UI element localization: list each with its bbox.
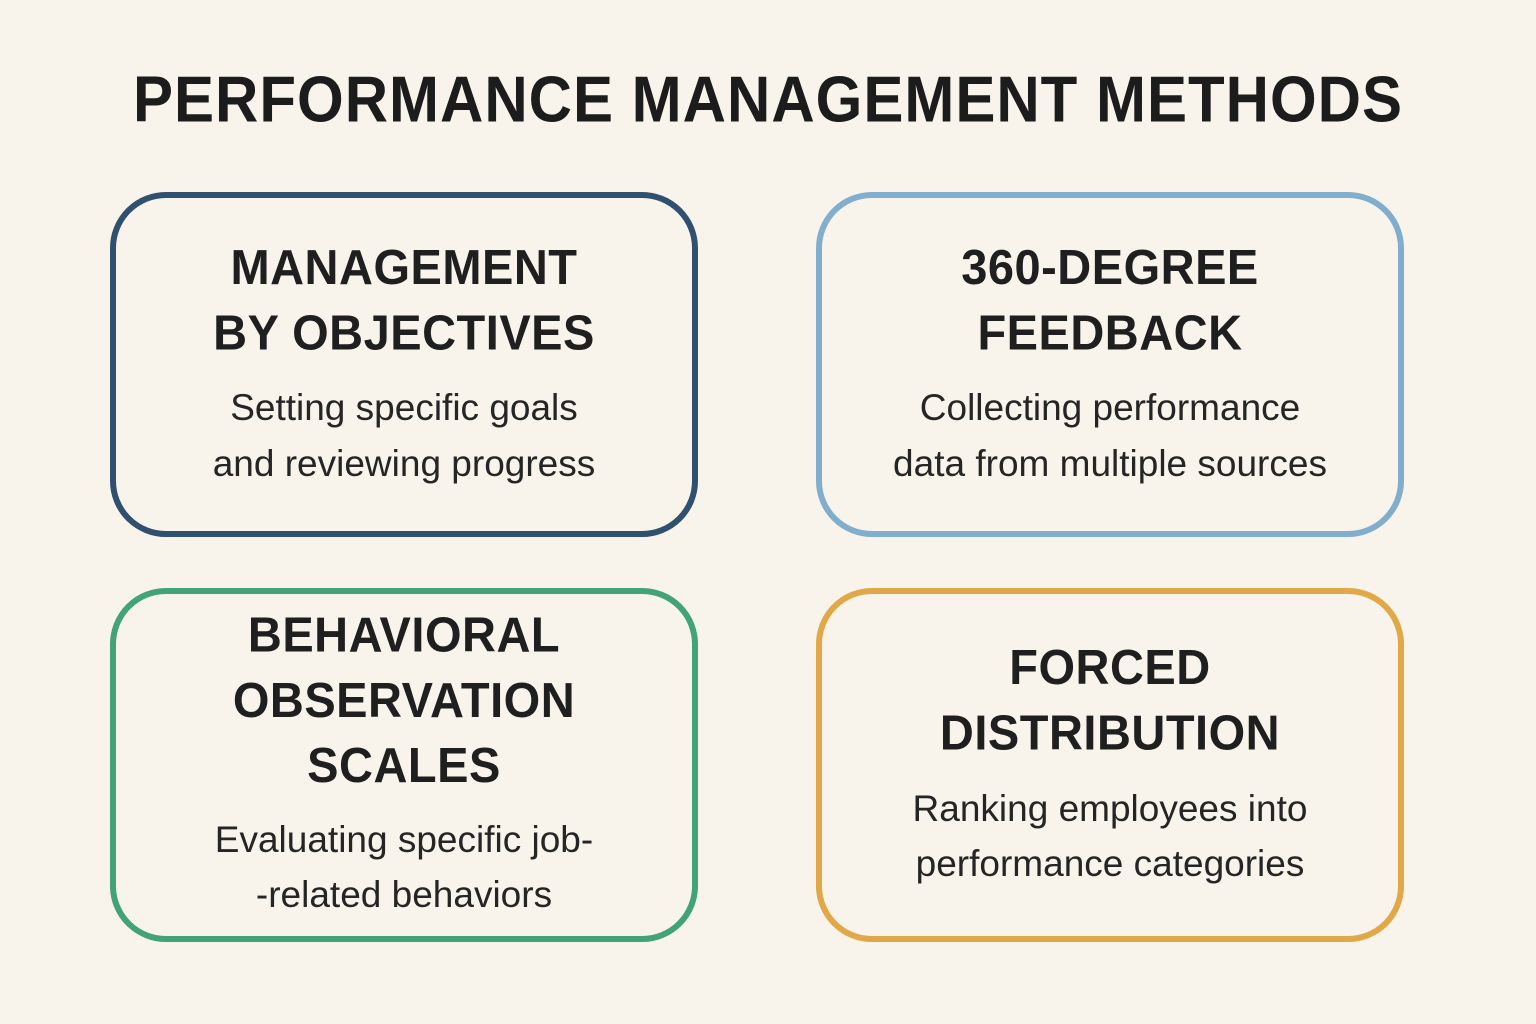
- card-heading: MANAGEMENT BY OBJECTIVES: [213, 239, 595, 360]
- page-title: PERFORMANCE MANAGEMENT METHODS: [133, 63, 1403, 136]
- card-heading: FORCED DISTRIBUTION: [939, 639, 1281, 761]
- card-forced-distribution: FORCED DISTRIBUTION Ranking employees in…: [816, 588, 1404, 942]
- card-management-by-objectives: MANAGEMENT BY OBJECTIVES Setting specifi…: [110, 192, 698, 537]
- card-description: Collecting performance data from multipl…: [893, 387, 1327, 484]
- card-heading: BEHAVIORAL OBSERVATION SCALES: [232, 607, 576, 793]
- card-heading: 360-DEGREE FEEDBACK: [961, 239, 1259, 360]
- card-description: Setting specific goals and reviewing pro…: [212, 387, 596, 484]
- card-description: Ranking employees into performance categ…: [912, 787, 1308, 885]
- card-behavioral-observation-scales: BEHAVIORAL OBSERVATION SCALES Evaluating…: [110, 588, 698, 942]
- card-description: Evaluating specific job- -related behavi…: [214, 818, 594, 916]
- card-360-degree-feedback: 360-DEGREE FEEDBACK Collecting performan…: [816, 192, 1404, 537]
- cards-grid: MANAGEMENT BY OBJECTIVES Setting specifi…: [110, 192, 1406, 942]
